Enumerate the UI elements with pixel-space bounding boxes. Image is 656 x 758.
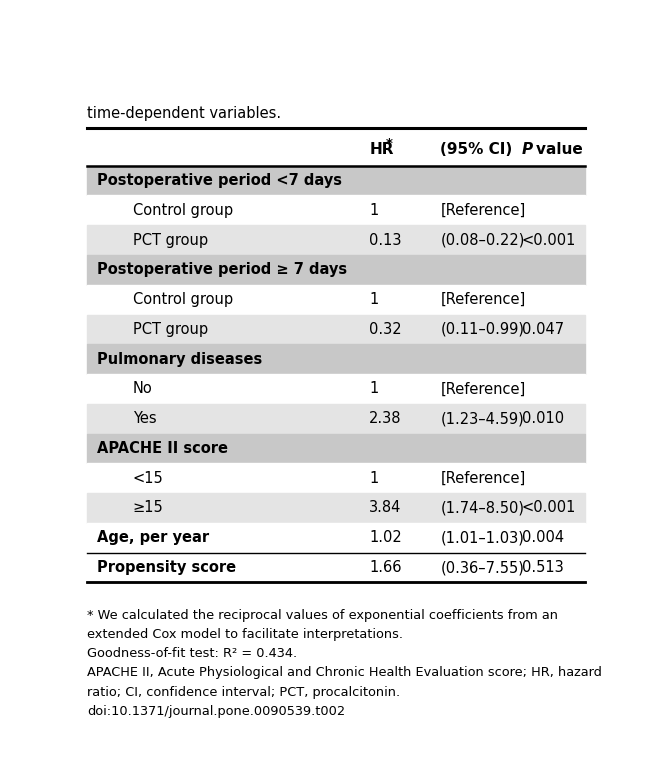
Text: <0.001: <0.001 — [522, 233, 576, 248]
Text: Pulmonary diseases: Pulmonary diseases — [97, 352, 262, 367]
Text: Control group: Control group — [133, 203, 233, 218]
Text: 0.010: 0.010 — [522, 411, 564, 426]
Text: * We calculated the reciprocal values of exponential coefficients from an: * We calculated the reciprocal values of… — [87, 609, 558, 622]
Text: 0.32: 0.32 — [369, 322, 402, 337]
Text: 3.84: 3.84 — [369, 500, 401, 515]
Text: APACHE II score: APACHE II score — [97, 441, 228, 456]
Bar — [87, 493, 585, 523]
Text: 0.513: 0.513 — [522, 560, 564, 575]
Bar — [87, 523, 585, 553]
Text: Postoperative period ≥ 7 days: Postoperative period ≥ 7 days — [97, 262, 348, 277]
Bar — [87, 255, 585, 285]
Bar — [87, 166, 585, 196]
Bar — [87, 285, 585, 315]
Text: 1: 1 — [369, 381, 379, 396]
Bar — [87, 553, 585, 582]
Text: Postoperative period <7 days: Postoperative period <7 days — [97, 173, 342, 188]
Text: Goodness-of-fit test: R² = 0.434.: Goodness-of-fit test: R² = 0.434. — [87, 647, 297, 660]
Text: doi:10.1371/journal.pone.0090539.t002: doi:10.1371/journal.pone.0090539.t002 — [87, 705, 345, 718]
Text: ratio; CI, confidence interval; PCT, procalcitonin.: ratio; CI, confidence interval; PCT, pro… — [87, 686, 400, 699]
Text: Age, per year: Age, per year — [97, 531, 209, 545]
Text: 1: 1 — [369, 292, 379, 307]
Text: 1.02: 1.02 — [369, 531, 402, 545]
Bar — [87, 344, 585, 374]
Text: time-dependent variables.: time-dependent variables. — [87, 105, 281, 121]
Text: (1.74–8.50): (1.74–8.50) — [440, 500, 524, 515]
Text: PCT group: PCT group — [133, 322, 208, 337]
Text: 0.13: 0.13 — [369, 233, 401, 248]
Text: HR: HR — [369, 142, 394, 157]
Text: Propensity score: Propensity score — [97, 560, 236, 575]
Text: [Reference]: [Reference] — [440, 381, 525, 396]
Text: (95% CI): (95% CI) — [440, 142, 513, 157]
Bar — [87, 315, 585, 344]
Text: No: No — [133, 381, 153, 396]
Text: value: value — [533, 142, 583, 157]
Bar — [87, 463, 585, 493]
Text: [Reference]: [Reference] — [440, 471, 525, 486]
Text: <15: <15 — [133, 471, 163, 486]
Text: 1: 1 — [369, 471, 379, 486]
Bar — [87, 404, 585, 434]
Text: 2.38: 2.38 — [369, 411, 401, 426]
Text: Yes: Yes — [133, 411, 157, 426]
Text: 1.66: 1.66 — [369, 560, 401, 575]
Text: (0.11–0.99): (0.11–0.99) — [440, 322, 524, 337]
Text: [Reference]: [Reference] — [440, 203, 525, 218]
Text: *: * — [386, 136, 393, 149]
Text: 0.047: 0.047 — [522, 322, 564, 337]
Text: PCT group: PCT group — [133, 233, 208, 248]
Text: Control group: Control group — [133, 292, 233, 307]
Text: APACHE II, Acute Physiological and Chronic Health Evaluation score; HR, hazard: APACHE II, Acute Physiological and Chron… — [87, 666, 602, 679]
Text: (1.01–1.03): (1.01–1.03) — [440, 531, 524, 545]
Bar — [87, 434, 585, 463]
Text: [Reference]: [Reference] — [440, 292, 525, 307]
Text: (0.08–0.22): (0.08–0.22) — [440, 233, 525, 248]
Text: <0.001: <0.001 — [522, 500, 576, 515]
Text: 0.004: 0.004 — [522, 531, 564, 545]
Text: (0.36–7.55): (0.36–7.55) — [440, 560, 524, 575]
Bar — [87, 225, 585, 255]
Bar — [87, 196, 585, 225]
Text: ≥15: ≥15 — [133, 500, 163, 515]
Text: extended Cox model to facilitate interpretations.: extended Cox model to facilitate interpr… — [87, 628, 403, 641]
Text: (1.23–4.59): (1.23–4.59) — [440, 411, 524, 426]
Text: 1: 1 — [369, 203, 379, 218]
Bar — [87, 374, 585, 404]
Text: P: P — [522, 142, 533, 157]
